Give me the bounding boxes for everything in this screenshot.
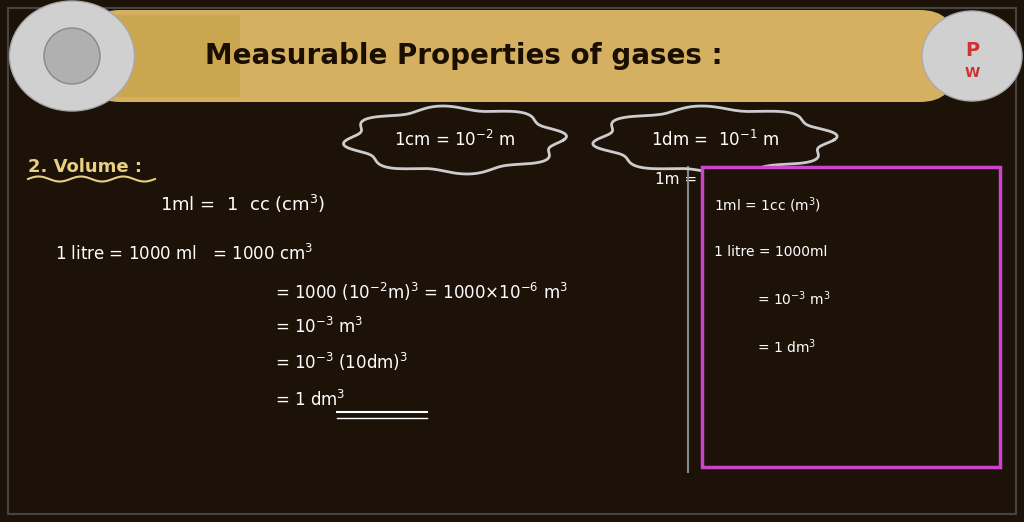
Text: W: W: [965, 66, 980, 80]
Text: 1ml =  1  cc (cm$^3$): 1ml = 1 cc (cm$^3$): [160, 193, 326, 215]
Ellipse shape: [922, 11, 1022, 101]
Polygon shape: [343, 106, 566, 174]
Text: 1 litre = 1000 ml   = 1000 cm$^3$: 1 litre = 1000 ml = 1000 cm$^3$: [55, 244, 313, 264]
Text: 1m = 10dm: 1m = 10dm: [655, 172, 745, 187]
Text: 1ml = 1cc (m$^3$): 1ml = 1cc (m$^3$): [714, 195, 821, 215]
Ellipse shape: [9, 1, 134, 111]
Text: P: P: [965, 42, 979, 61]
FancyBboxPatch shape: [85, 10, 955, 102]
Text: = 1000 (10$^{-2}$m)$^3$ = 1000$\times$10$^{-6}$ m$^3$: = 1000 (10$^{-2}$m)$^3$ = 1000$\times$10…: [275, 281, 568, 303]
FancyBboxPatch shape: [90, 15, 240, 97]
Circle shape: [44, 28, 100, 84]
Text: 2. Volume :: 2. Volume :: [28, 158, 142, 176]
Text: Measurable Properties of gases :: Measurable Properties of gases :: [205, 42, 723, 70]
FancyBboxPatch shape: [702, 167, 1000, 467]
Text: 1dm =  $\mathregular{10^{-1}}$ m: 1dm = $\mathregular{10^{-1}}$ m: [651, 130, 779, 150]
Polygon shape: [593, 106, 837, 174]
Text: = 10$^{-3}$ (10dm)$^3$: = 10$^{-3}$ (10dm)$^3$: [275, 351, 408, 373]
Text: 1cm = $\mathregular{10^{-2}}$ m: 1cm = $\mathregular{10^{-2}}$ m: [394, 130, 516, 150]
Text: = 1 dm$^3$: = 1 dm$^3$: [275, 390, 345, 410]
Text: = 10$^{-3}$ m$^3$: = 10$^{-3}$ m$^3$: [757, 290, 831, 309]
Text: = 1 dm$^3$: = 1 dm$^3$: [757, 338, 816, 357]
Text: 1 litre = 1000ml: 1 litre = 1000ml: [714, 245, 827, 259]
Text: = 10$^{-3}$ m$^3$: = 10$^{-3}$ m$^3$: [275, 317, 364, 337]
Text: ✦: ✦: [55, 37, 88, 75]
FancyBboxPatch shape: [8, 8, 1016, 514]
